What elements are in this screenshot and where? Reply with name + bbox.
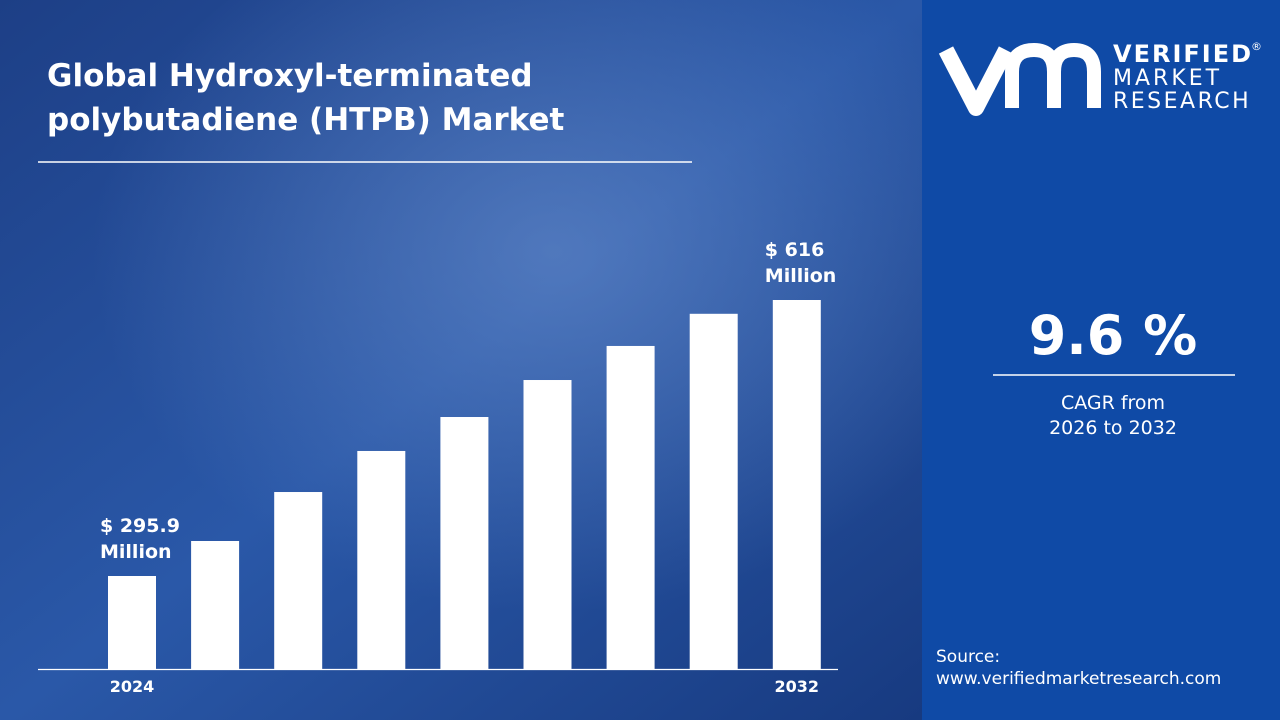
brand-line: RESEARCH (1113, 89, 1251, 114)
title-text: Global Hydroxyl-terminated polybutadiene … (47, 58, 564, 138)
side-panel (922, 0, 1280, 720)
value-label: $ 295.9 Million (100, 515, 180, 563)
logo: ® (938, 40, 1262, 116)
source-url: www.verifiedmarketresearch.com (936, 669, 1221, 689)
source-label: Source: (936, 647, 1000, 667)
bar (274, 492, 323, 669)
bar (108, 576, 156, 669)
brand-line: MARKET (1113, 66, 1222, 91)
x-tick-label: 2024 (110, 677, 155, 696)
value-label: $ 616 Million (765, 239, 837, 287)
bar (440, 417, 489, 669)
cagr-value: 9.6 % (1029, 304, 1198, 367)
bar (357, 450, 406, 669)
cagr-label: CAGR from (1061, 392, 1165, 414)
bar (523, 380, 572, 669)
brand-line: VERIFIED (1113, 40, 1253, 68)
svg-text:®: ® (1251, 40, 1262, 53)
bar (772, 300, 821, 669)
bar (606, 345, 655, 669)
bar (191, 540, 240, 669)
bar (689, 313, 738, 669)
chart-title: Global Hydroxyl-terminated polybutadiene … (47, 58, 564, 138)
x-tick-label: 2032 (775, 677, 820, 696)
cagr-label: 2026 to 2032 (1049, 417, 1177, 439)
